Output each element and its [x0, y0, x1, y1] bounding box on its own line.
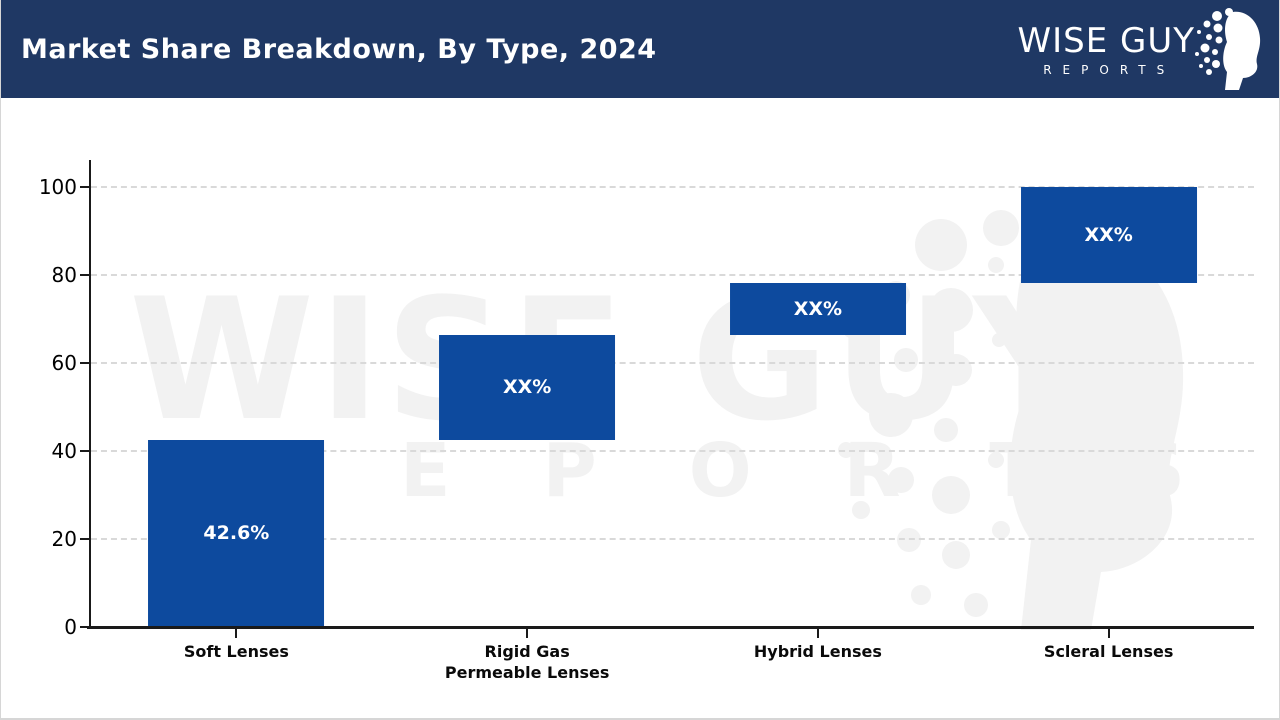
bar-value-label: XX%: [793, 298, 843, 321]
y-tick-label-40: 40: [51, 439, 77, 463]
category-label-soft-lenses: Soft Lenses: [183, 642, 289, 661]
y-tick-mark-80: [80, 274, 89, 276]
gridline-80: [91, 274, 1254, 276]
x-tick-mark-rigid-gas-permeable-lenses: [526, 629, 529, 638]
x-tick-mark-soft-lenses: [235, 629, 238, 638]
category-label-scleral-lenses: Scleral Lenses: [1043, 642, 1174, 661]
bar-value-label: XX%: [502, 376, 552, 399]
bar-value-label: XX%: [1084, 224, 1133, 247]
logo-wordmark: WISE GUY: [1017, 21, 1195, 61]
y-tick-mark-20: [80, 538, 89, 540]
x-tick-mark-scleral-lenses: [1107, 629, 1110, 638]
plot-area: 42.6% XX% XX% XX%: [91, 187, 1254, 627]
bar-hybrid-lenses: XX%: [729, 283, 906, 336]
y-tick-label-80: 80: [51, 263, 77, 287]
y-tick-mark-60: [80, 362, 89, 364]
y-axis-tick-marks: [80, 186, 89, 628]
header-bar: Market Share Breakdown, By Type, 2024 WI…: [1, 0, 1279, 98]
gridline-60: [91, 362, 1254, 364]
category-label-hybrid-lenses: Hybrid Lenses: [753, 642, 882, 661]
x-axis-tick-marks: [91, 629, 1254, 638]
logo-text: WISE GUY REPORTS: [1017, 21, 1195, 77]
y-axis-tick-labels: 0 20 40 60 80 100: [1, 175, 77, 639]
y-tick-label-60: 60: [51, 351, 77, 375]
y-tick-label-0: 0: [64, 615, 77, 639]
gridline-100: [91, 186, 1254, 188]
y-tick-label-100: 100: [38, 175, 77, 199]
y-tick-mark-40: [80, 450, 89, 452]
y-axis-line: [89, 160, 91, 629]
bar-soft-lenses: 42.6%: [148, 439, 325, 627]
wise-guy-logo: WISE GUY REPORTS: [1017, 6, 1279, 92]
logo-face-icon: [1195, 8, 1261, 91]
x-tick-mark-hybrid-lenses: [816, 629, 819, 638]
bar-value-label: 42.6%: [203, 522, 270, 545]
logo-subtitle: REPORTS: [1043, 63, 1176, 77]
gridline-20: [91, 538, 1254, 540]
bar-scleral-lenses: XX%: [1020, 187, 1197, 284]
y-tick-label-20: 20: [51, 527, 77, 551]
x-axis-line: [87, 626, 1254, 629]
y-tick-mark-100: [80, 186, 89, 188]
gridline-40: [91, 450, 1254, 452]
y-tick-mark-0: [80, 626, 89, 628]
page-title: Market Share Breakdown, By Type, 2024: [21, 33, 657, 65]
category-label-rigid-gas-permeable-lenses: Rigid Gas Permeable Lenses: [444, 642, 610, 682]
plot-gridlines: [91, 186, 1254, 627]
bar-rigid-gas-permeable-lenses: XX%: [439, 335, 616, 440]
